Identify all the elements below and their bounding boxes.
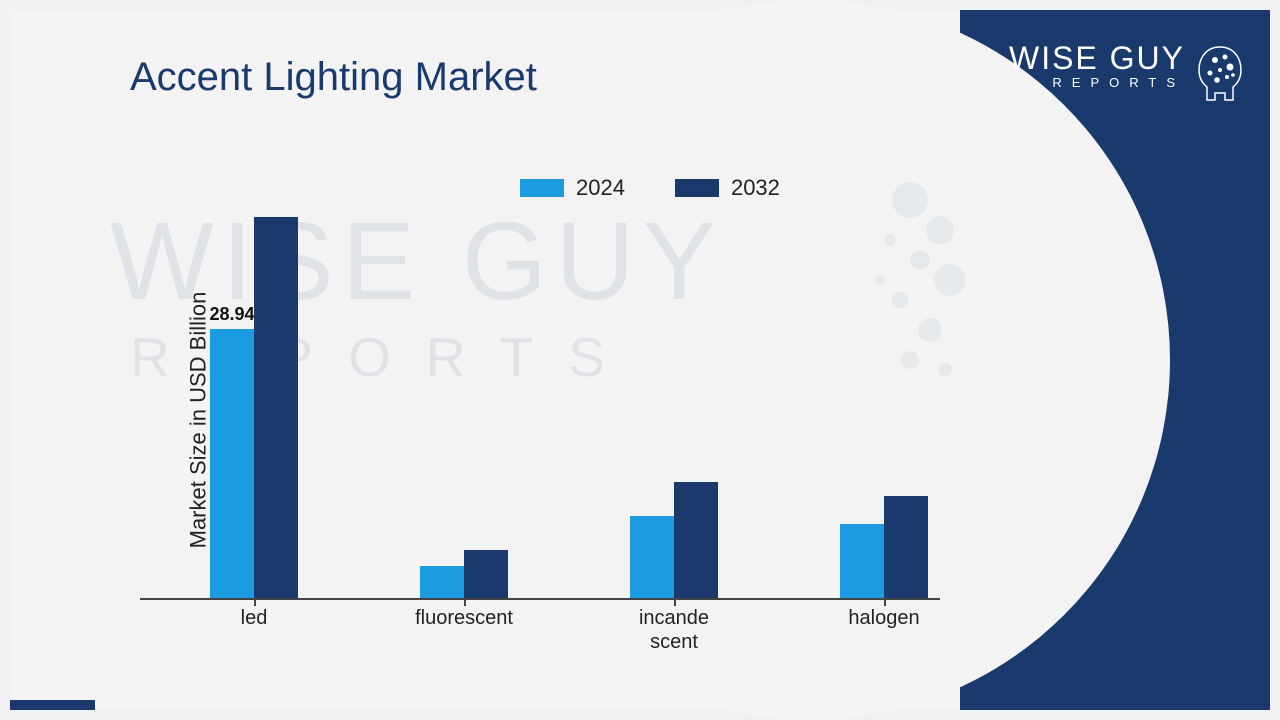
- chart-area: Market Size in USD Billion led28.94fluor…: [120, 210, 940, 630]
- logo-sub-text: REPORTS: [1009, 75, 1185, 90]
- legend-item: 2024: [520, 175, 625, 201]
- chart-legend: 2024 2032: [520, 175, 780, 201]
- axis-tick: [464, 598, 466, 606]
- category-label: fluorescent: [415, 606, 513, 630]
- legend-swatch: [520, 179, 564, 197]
- legend-label: 2032: [731, 175, 780, 201]
- axis-tick: [674, 598, 676, 606]
- category-label: incande scent: [639, 606, 709, 654]
- bar: [840, 524, 884, 598]
- bar: [674, 482, 718, 598]
- chart-container: WISE GUY REPORTS Accent Lighting Market …: [10, 10, 1270, 710]
- bar: [630, 516, 674, 598]
- axis-tick: [254, 598, 256, 606]
- category-label: led: [241, 606, 268, 630]
- bar: [464, 550, 508, 598]
- bar-value-label: 28.94: [209, 304, 254, 325]
- plot-area: led28.94fluorescentincande scenthalogen: [140, 210, 940, 600]
- bar: 28.94: [210, 329, 254, 598]
- bar: [884, 496, 928, 598]
- brand-logo: WISE GUY REPORTS: [1009, 40, 1240, 90]
- logo-main-text: WISE GUY: [1009, 40, 1185, 77]
- legend-swatch: [675, 179, 719, 197]
- decorative-bottom-bar: [10, 700, 95, 710]
- logo-head-icon: [1195, 45, 1245, 105]
- bar: [420, 566, 464, 599]
- axis-tick: [884, 598, 886, 606]
- legend-label: 2024: [576, 175, 625, 201]
- legend-item: 2032: [675, 175, 780, 201]
- chart-title: Accent Lighting Market: [130, 55, 537, 100]
- bar: [254, 217, 298, 598]
- category-label: halogen: [848, 606, 919, 630]
